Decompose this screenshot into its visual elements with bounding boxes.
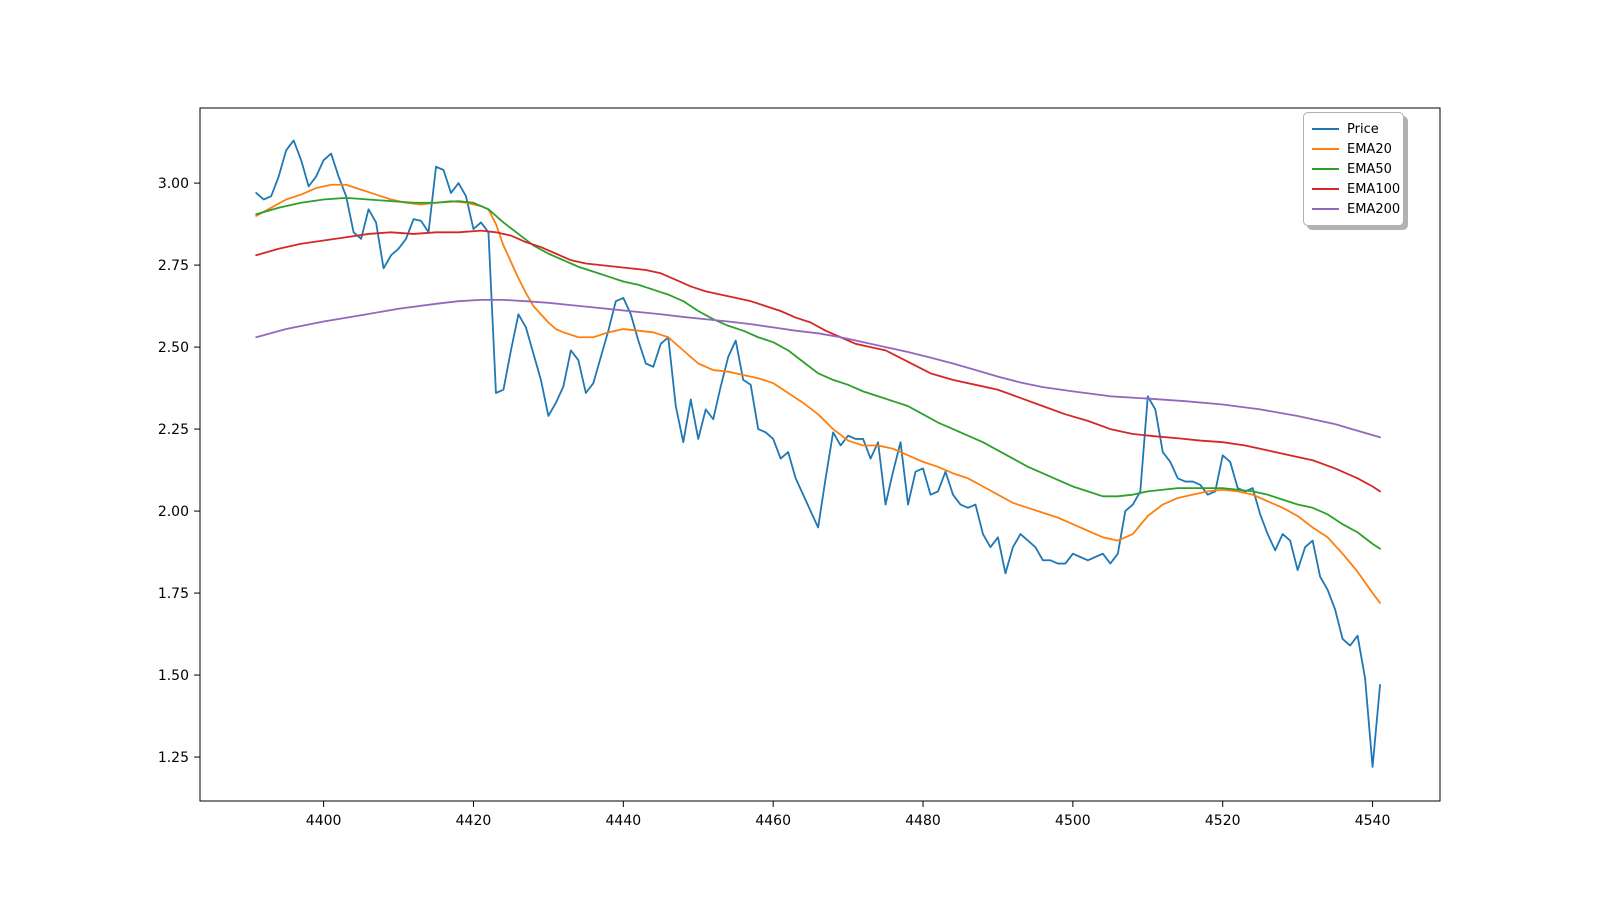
x-tick-label: 4480 xyxy=(905,813,941,829)
legend-line-swatch xyxy=(1312,168,1339,170)
legend-line-swatch xyxy=(1312,148,1339,150)
x-tick-label: 4420 xyxy=(456,813,492,829)
series-line-ema50 xyxy=(255,196,1381,550)
y-tick-label: 3.00 xyxy=(158,176,189,192)
series-line-price xyxy=(255,139,1381,768)
legend-item-price: Price xyxy=(1312,119,1395,139)
series-line-ema20 xyxy=(255,183,1381,604)
x-tick-label: 4460 xyxy=(755,813,791,829)
y-tick-label: 2.00 xyxy=(158,504,189,520)
legend-label: EMA100 xyxy=(1347,181,1401,197)
y-tick-label: 1.75 xyxy=(158,586,189,602)
legend-item-ema20: EMA20 xyxy=(1312,139,1395,159)
x-tick-label: 4520 xyxy=(1205,813,1241,829)
series-line-ema200 xyxy=(255,298,1381,439)
legend-item-ema100: EMA100 xyxy=(1312,179,1400,199)
legend-label: EMA50 xyxy=(1347,161,1392,177)
x-tick-label: 4540 xyxy=(1355,813,1391,829)
axes-frame xyxy=(199,107,1441,802)
legend-line-swatch xyxy=(1312,128,1339,130)
x-tick-label: 4500 xyxy=(1055,813,1091,829)
y-tick-label: 2.25 xyxy=(158,422,189,438)
legend-label: EMA200 xyxy=(1347,201,1401,217)
y-tick-label: 1.50 xyxy=(158,668,189,684)
legend: Price EMA20 EMA50 EMA100 EMA200 xyxy=(1303,112,1404,226)
legend-item-ema200: EMA200 xyxy=(1312,199,1400,219)
legend-line-swatch xyxy=(1312,188,1339,190)
x-tick-label: 4400 xyxy=(306,813,342,829)
legend-label: EMA20 xyxy=(1347,141,1392,157)
legend-label: Price xyxy=(1347,121,1379,137)
legend-item-ema50: EMA50 xyxy=(1312,159,1395,179)
series-line-ema100 xyxy=(255,229,1381,493)
legend-line-swatch xyxy=(1312,208,1339,210)
y-tick-label: 1.25 xyxy=(158,750,189,766)
x-tick-label: 4440 xyxy=(606,813,642,829)
y-tick-label: 2.75 xyxy=(158,258,189,274)
y-tick-label: 2.50 xyxy=(158,340,189,356)
